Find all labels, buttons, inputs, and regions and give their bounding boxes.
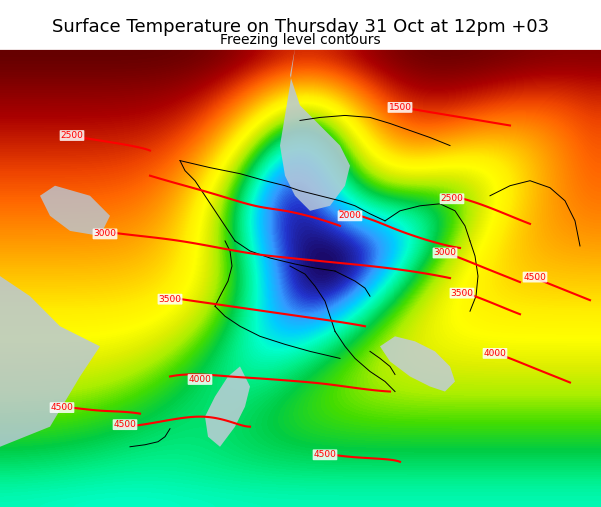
Text: 4500: 4500 (114, 420, 136, 429)
Polygon shape (205, 367, 250, 447)
Text: 4500: 4500 (523, 273, 546, 281)
Text: 3500: 3500 (159, 295, 182, 304)
Polygon shape (40, 186, 110, 236)
Text: 3500: 3500 (451, 288, 474, 298)
Text: 4000: 4000 (189, 375, 212, 384)
Text: 4500: 4500 (50, 403, 73, 412)
Text: Surface Temperature on Thursday 31 Oct at 12pm +03: Surface Temperature on Thursday 31 Oct a… (52, 18, 549, 36)
Text: 2000: 2000 (338, 211, 361, 221)
Text: 4500: 4500 (314, 450, 337, 459)
Text: 4000: 4000 (484, 349, 507, 358)
Text: 3000: 3000 (94, 229, 117, 238)
Text: 2500: 2500 (441, 194, 463, 203)
Polygon shape (280, 48, 350, 211)
Polygon shape (0, 48, 100, 447)
Polygon shape (380, 336, 455, 391)
Text: 2500: 2500 (61, 131, 84, 140)
Text: 3000: 3000 (433, 248, 457, 258)
Text: Freezing level contours: Freezing level contours (220, 33, 381, 47)
Text: 1500: 1500 (388, 103, 412, 112)
